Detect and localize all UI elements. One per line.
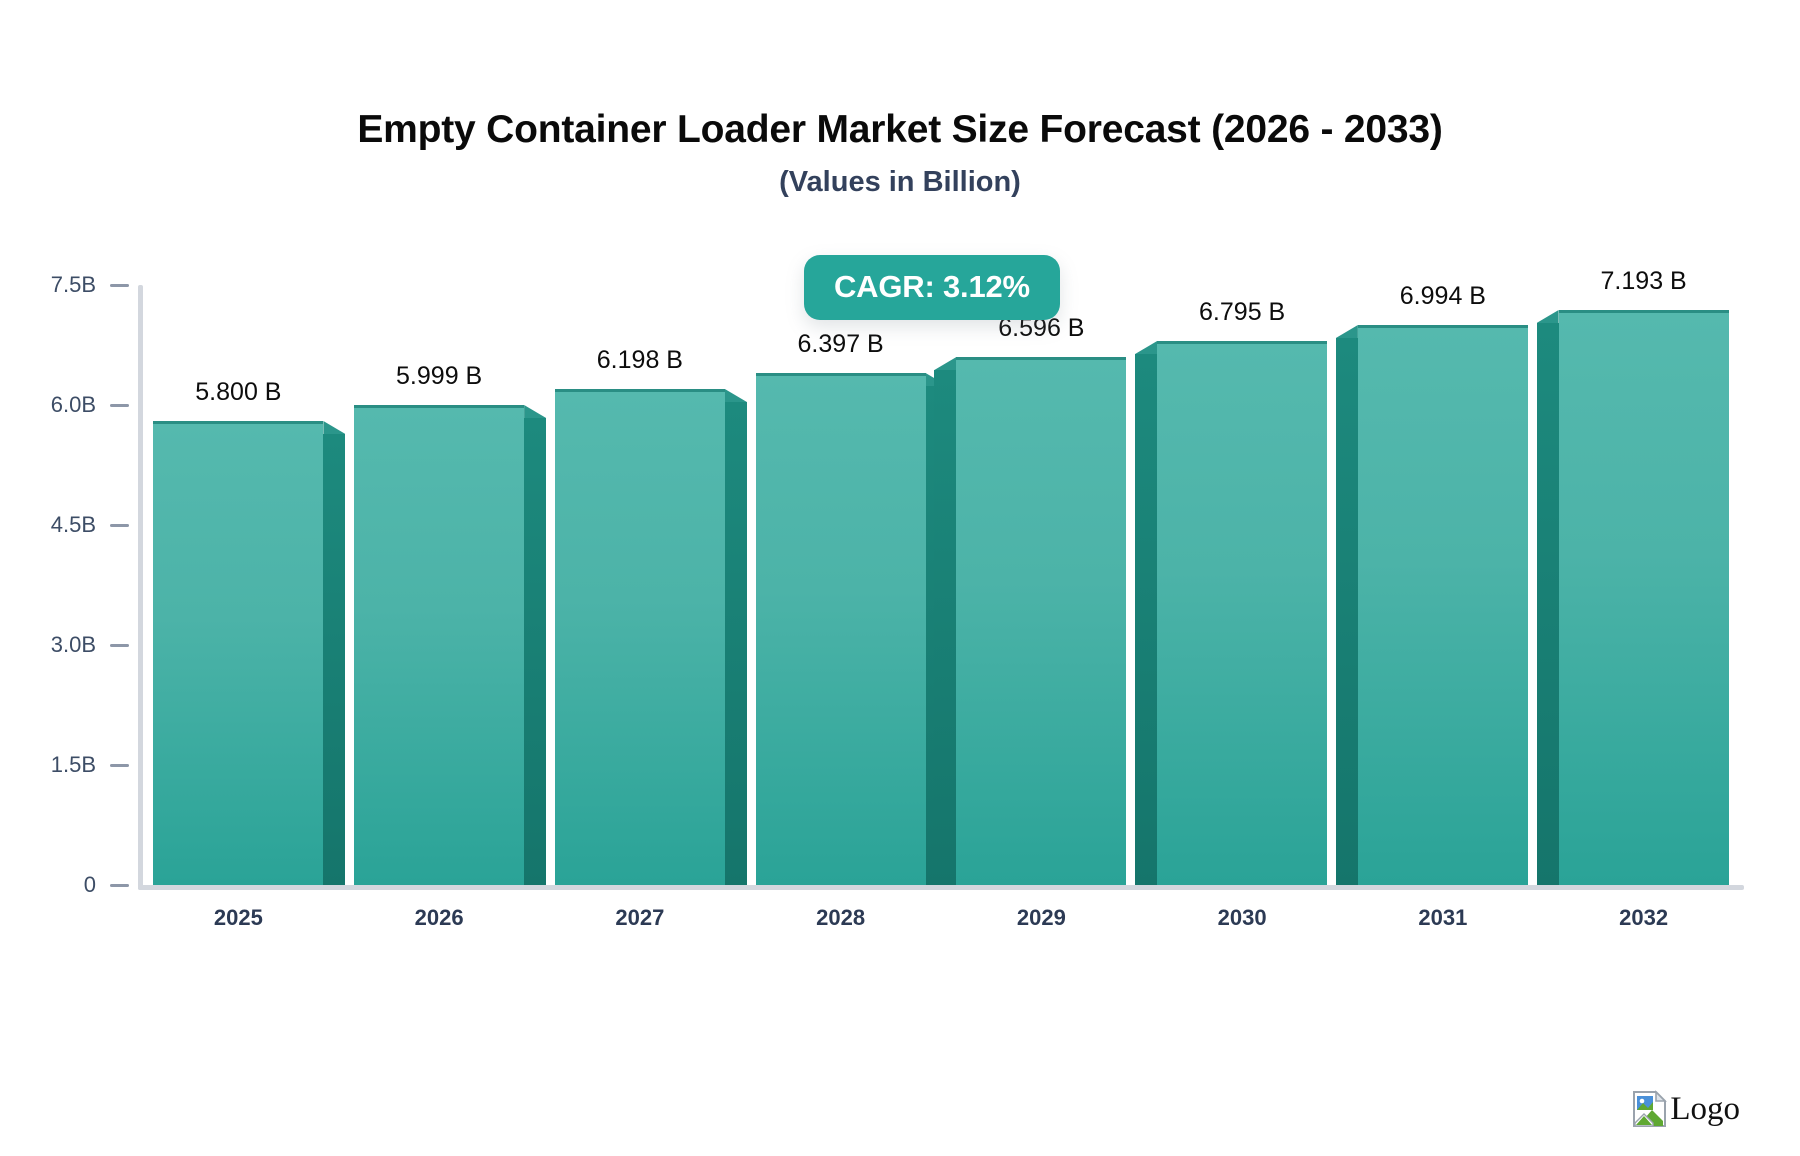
bar-group[interactable]: 6.795 B bbox=[1135, 285, 1328, 885]
bar-group[interactable]: 6.994 B bbox=[1335, 282, 1528, 885]
y-axis-tick: 1.5B bbox=[50, 752, 138, 777]
chart-subtitle: (Values in Billion) bbox=[779, 165, 1021, 198]
y-axis-line bbox=[138, 285, 143, 890]
y-axis-tick-mark bbox=[110, 403, 129, 407]
chart-title: Empty Container Loader Market Size Forec… bbox=[357, 108, 1443, 151]
y-axis-tick-mark bbox=[110, 283, 129, 287]
bar-top-face bbox=[524, 405, 547, 418]
cagr-badge: CAGR: 3.12% bbox=[804, 255, 1060, 320]
y-axis-tick: 4.5B bbox=[50, 512, 138, 537]
y-axis-tick: 0 bbox=[83, 872, 138, 897]
bar-body bbox=[554, 389, 747, 885]
y-axis-tick-label: 0 bbox=[83, 872, 96, 897]
bar-value-label: 5.999 B bbox=[396, 362, 483, 390]
bar-value-label: 6.994 B bbox=[1399, 282, 1486, 310]
x-axis-tick-label: 2031 bbox=[1418, 905, 1468, 930]
bar-top-face bbox=[323, 421, 346, 434]
x-axis-tick-label: 2029 bbox=[1016, 905, 1066, 930]
x-axis-tick-label: 2030 bbox=[1217, 905, 1267, 930]
bar-group[interactable]: 7.193 B bbox=[1536, 267, 1729, 885]
bar-side-face bbox=[323, 434, 346, 885]
bar-value-label: 6.795 B bbox=[1199, 298, 1286, 326]
bar-front-face bbox=[755, 373, 926, 885]
bar-side-face bbox=[934, 370, 957, 885]
x-axis-tick-label: 2025 bbox=[213, 905, 263, 930]
bar-top-face bbox=[1335, 325, 1358, 338]
bar-side-face bbox=[1135, 354, 1158, 885]
bar-front-face bbox=[554, 389, 725, 885]
x-axis-line bbox=[138, 885, 1744, 890]
bar-body bbox=[934, 357, 1127, 885]
bar-body bbox=[1135, 341, 1328, 885]
bars-layer: 5.800 B 5.999 B 6.198 B 6.397 B 6.596 B 6.795… bbox=[138, 267, 1744, 885]
x-axis: 2025 2026 2027 2028 2029 2030 2031 2032 bbox=[138, 905, 1744, 949]
y-axis-tick-label: 6.0B bbox=[50, 392, 96, 417]
logo-alt-text: Logo bbox=[1670, 1090, 1740, 1127]
bar-front-face bbox=[1357, 325, 1528, 885]
y-axis: 7.5B 6.0B 4.5B 3.0B 1.5B 0 bbox=[0, 272, 138, 897]
bar-value-label: 5.800 B bbox=[195, 378, 282, 406]
bar-group[interactable]: 6.397 B bbox=[755, 285, 948, 885]
bar-side-face bbox=[524, 418, 547, 885]
bar-top-face bbox=[1135, 341, 1158, 354]
y-axis-tick: 3.0B bbox=[50, 632, 138, 657]
bar-top-face bbox=[724, 389, 747, 402]
bar-front-face bbox=[1558, 310, 1729, 885]
x-axis-tick-label: 2027 bbox=[615, 905, 665, 930]
logo-block: Logo bbox=[1632, 1090, 1740, 1128]
bar-side-face bbox=[724, 402, 747, 885]
bar-side-face bbox=[1536, 323, 1559, 885]
bar-value-label: 6.397 B bbox=[797, 330, 884, 358]
bar-group[interactable]: 6.198 B bbox=[554, 285, 747, 885]
y-axis-tick-label: 1.5B bbox=[50, 752, 96, 777]
bar-value-label: 7.193 B bbox=[1600, 267, 1687, 295]
y-axis-tick-mark bbox=[110, 763, 129, 767]
y-axis-tick-label: 7.5B bbox=[50, 272, 96, 297]
bar-body bbox=[354, 405, 547, 885]
plot-area: 5.800 B 5.999 B 6.198 B 6.397 B 6.596 B 6.795… bbox=[138, 267, 1744, 890]
y-axis-tick: 6.0B bbox=[50, 392, 138, 417]
bar-body bbox=[1335, 325, 1528, 885]
bar-side-face bbox=[1335, 338, 1358, 885]
bar-body bbox=[755, 373, 948, 885]
bar-front-face bbox=[1157, 341, 1328, 885]
y-axis-tick-label: 3.0B bbox=[50, 632, 96, 657]
bar-body bbox=[1536, 310, 1729, 885]
x-axis-tick-label: 2032 bbox=[1619, 905, 1669, 930]
title-block: Empty Container Loader Market Size Forec… bbox=[0, 108, 1800, 199]
y-axis-tick-label: 4.5B bbox=[50, 512, 96, 537]
y-axis-tick: 7.5B bbox=[50, 272, 138, 297]
bar-front-face bbox=[956, 357, 1127, 885]
bar-group[interactable]: 5.999 B bbox=[354, 285, 547, 885]
bar-top-face bbox=[1536, 310, 1559, 323]
x-axis-tick-label: 2028 bbox=[816, 905, 866, 930]
bar-front-face bbox=[354, 405, 525, 885]
bar-front-face bbox=[153, 421, 324, 885]
bar-group[interactable]: 5.800 B bbox=[153, 285, 346, 885]
bar-body bbox=[153, 421, 346, 885]
y-axis-tick-mark bbox=[110, 523, 129, 527]
x-axis-tick-label: 2026 bbox=[414, 905, 464, 930]
y-axis-tick-mark bbox=[110, 643, 129, 647]
bar-value-label: 6.198 B bbox=[596, 346, 683, 374]
bar-top-face bbox=[934, 357, 957, 370]
y-axis-tick-mark bbox=[110, 883, 129, 887]
bar-group[interactable]: 6.596 B bbox=[934, 285, 1127, 885]
broken-image-icon bbox=[1632, 1090, 1668, 1128]
